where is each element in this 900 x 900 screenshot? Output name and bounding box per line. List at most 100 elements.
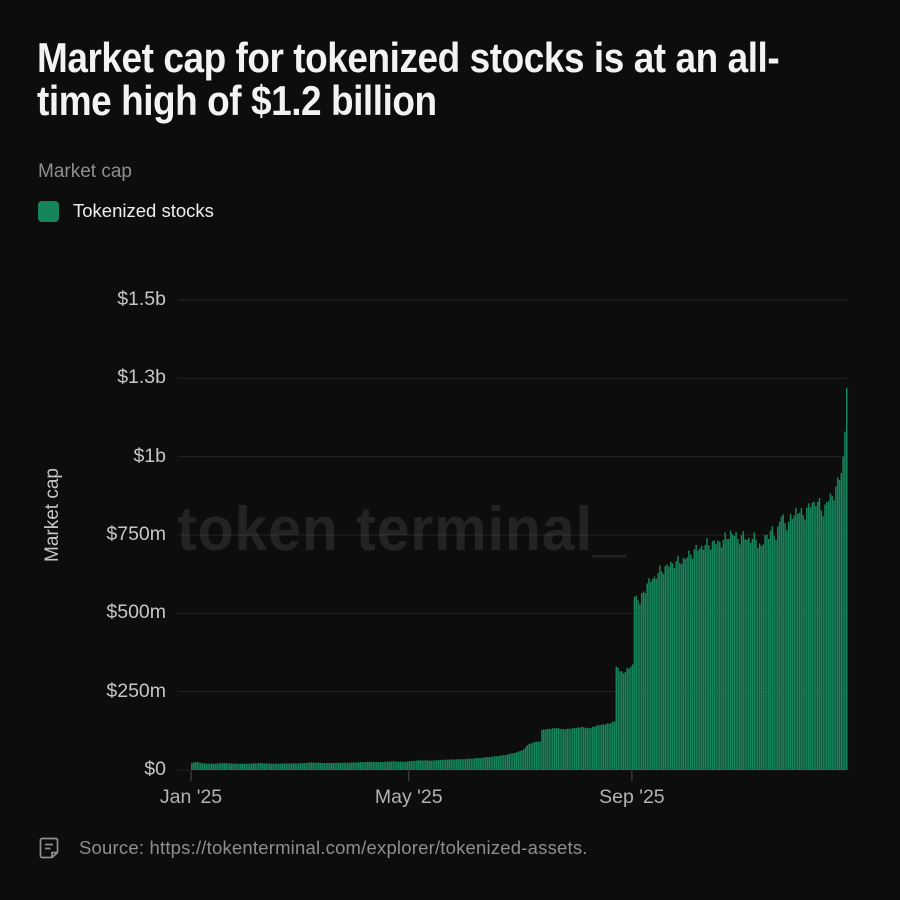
bar[interactable] [671,563,674,770]
bar[interactable] [225,763,227,770]
bar[interactable] [559,728,561,770]
bar[interactable] [771,526,774,770]
bar[interactable] [269,763,271,771]
bar[interactable] [532,742,534,770]
bar[interactable] [383,761,385,770]
bar[interactable] [426,760,429,770]
bar[interactable] [445,759,447,770]
bar[interactable] [515,752,518,770]
bar[interactable] [775,539,777,770]
bar[interactable] [249,763,251,770]
bar[interactable] [243,763,246,770]
bar[interactable] [729,530,732,770]
bar[interactable] [377,762,380,770]
bar[interactable] [831,495,833,770]
bar[interactable] [454,759,456,770]
bar[interactable] [753,532,755,770]
bar[interactable] [844,431,846,770]
bar[interactable] [528,743,530,770]
bar[interactable] [510,753,512,770]
bar[interactable] [708,545,710,770]
bar[interactable] [368,761,371,770]
bar[interactable] [555,728,558,770]
bar[interactable] [468,758,471,770]
bar[interactable] [564,729,567,770]
bar[interactable] [332,762,335,770]
bar[interactable] [437,760,440,770]
bar[interactable] [503,755,505,770]
bar[interactable] [492,756,494,770]
bar[interactable] [479,758,481,770]
bar[interactable] [247,763,249,770]
bar[interactable] [410,761,413,770]
bar[interactable] [212,763,215,770]
bar[interactable] [432,760,434,770]
bar[interactable] [214,763,217,770]
bar[interactable] [274,763,276,770]
bar[interactable] [610,723,612,770]
bar[interactable] [466,758,469,770]
bar[interactable] [417,760,420,770]
bar[interactable] [517,751,520,770]
bar[interactable] [227,763,229,770]
bar[interactable] [341,762,344,770]
bar[interactable] [622,673,625,770]
bar[interactable] [613,721,616,770]
bar[interactable] [220,763,222,770]
bar[interactable] [755,539,757,770]
bar[interactable] [827,501,830,770]
bar[interactable] [308,762,311,770]
bar[interactable] [450,759,452,770]
bar[interactable] [602,724,605,770]
bar[interactable] [265,763,267,770]
bar[interactable] [359,762,362,770]
bar[interactable] [621,671,623,770]
bar[interactable] [357,762,360,770]
bar[interactable] [626,668,628,770]
bar[interactable] [811,502,814,770]
bar[interactable] [591,726,594,770]
bar[interactable] [679,562,681,770]
bar[interactable] [414,760,416,770]
bar[interactable] [813,501,815,770]
bar[interactable] [363,762,365,770]
bar[interactable] [588,728,590,770]
bar[interactable] [459,759,462,770]
bar[interactable] [526,745,529,770]
bar[interactable] [791,519,794,770]
bar[interactable] [236,763,238,770]
bar[interactable] [483,757,485,770]
bar[interactable] [738,544,741,770]
bar[interactable] [760,545,763,770]
bar[interactable] [784,523,786,770]
bar[interactable] [390,761,393,770]
bar[interactable] [557,727,560,770]
bar[interactable] [769,530,772,770]
bar[interactable] [748,537,750,770]
bar[interactable] [787,521,790,770]
bar[interactable] [232,763,235,770]
bar[interactable] [374,762,376,770]
bar[interactable] [290,763,293,770]
bar[interactable] [691,558,694,770]
bar[interactable] [276,763,278,770]
bar[interactable] [838,480,841,770]
bar[interactable] [740,535,743,770]
bar[interactable] [301,763,304,770]
bar[interactable] [336,762,338,770]
bar[interactable] [263,763,266,770]
bar[interactable] [682,557,685,770]
bar[interactable] [521,750,523,770]
bar[interactable] [267,763,269,770]
bar[interactable] [327,763,329,770]
bar[interactable] [463,759,465,770]
bar[interactable] [504,755,507,770]
bar[interactable] [797,513,799,770]
bar[interactable] [339,762,342,770]
bar[interactable] [303,763,305,770]
bar[interactable] [758,543,761,770]
source-link[interactable]: Source: https://tokenterminal.com/explor… [79,837,588,858]
bar[interactable] [631,664,634,770]
bar[interactable] [205,763,208,770]
bar[interactable] [494,756,496,770]
